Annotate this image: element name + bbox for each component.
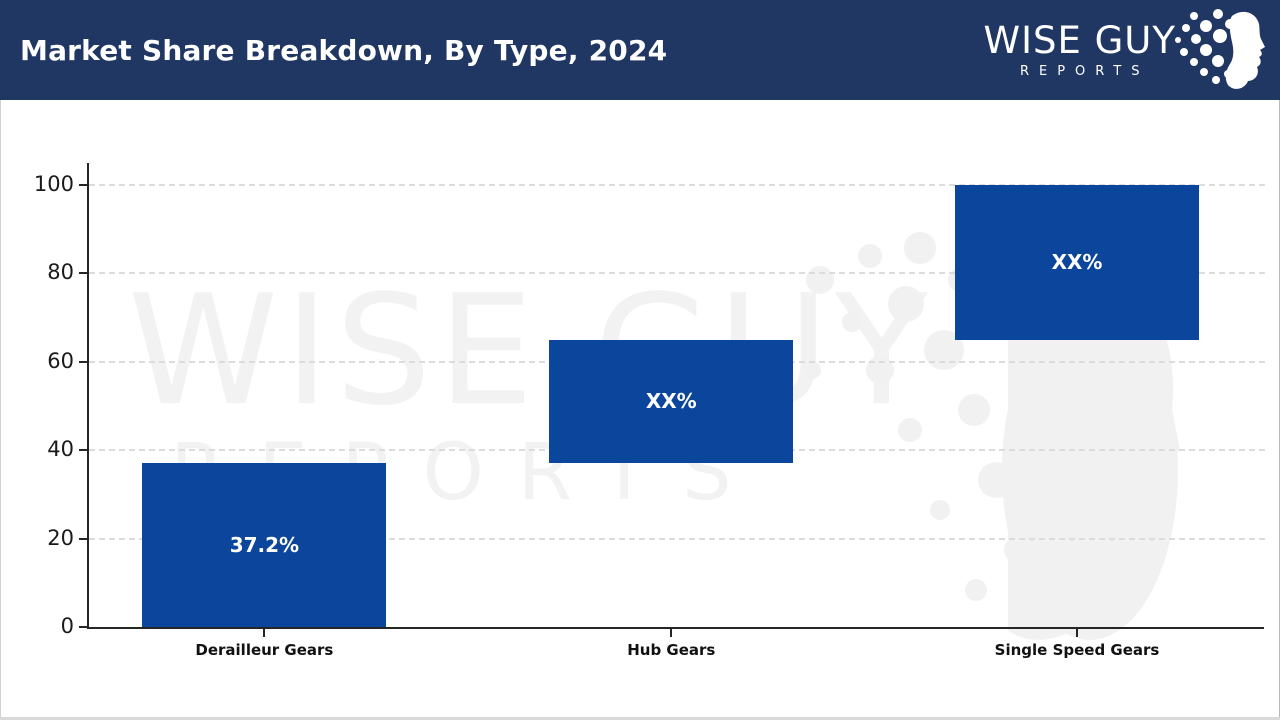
y-axis-tick-100 bbox=[79, 184, 87, 187]
bar-value-label-single-speed-gears: XX% bbox=[1051, 250, 1103, 275]
y-axis-line bbox=[87, 163, 89, 629]
logo-title: WISE GUY bbox=[983, 19, 1176, 62]
gridline-y-20 bbox=[89, 537, 1265, 540]
bar-single-speed-gears: XX% bbox=[955, 185, 1200, 340]
header-band: Market Share Breakdown, By Type, 2024 WI… bbox=[0, 0, 1280, 100]
bar-hub-gears: XX% bbox=[549, 339, 794, 463]
watermark-face-dots bbox=[803, 232, 1180, 640]
y-axis-tick-0 bbox=[79, 626, 87, 628]
wise-guy-reports-logo: WISE GUY REPORTS bbox=[984, 6, 1266, 94]
image-border-bottom bbox=[0, 717, 1280, 720]
gridline-y-100 bbox=[89, 184, 1265, 187]
x-axis-tick-hub-gears bbox=[670, 629, 673, 637]
y-axis-tick-label-0: 0 bbox=[60, 614, 74, 638]
x-axis-tick-derailleur-gears bbox=[263, 629, 266, 637]
logo-face-dots-icon bbox=[1175, 9, 1265, 89]
bar-value-label-derailleur-gears: 37.2% bbox=[229, 532, 300, 557]
y-axis-tick-40 bbox=[79, 449, 87, 452]
x-axis-category-label-derailleur-gears: Derailleur Gears bbox=[195, 641, 334, 659]
watermark-text-line1: WISE GUY bbox=[128, 262, 934, 439]
y-axis-tick-label-40: 40 bbox=[47, 437, 74, 462]
y-axis-tick-label-20: 20 bbox=[47, 525, 74, 550]
image-border-left bbox=[0, 100, 1, 720]
page-title: Market Share Breakdown, By Type, 2024 bbox=[20, 33, 668, 67]
bar-value-label-hub-gears: XX% bbox=[645, 389, 697, 414]
x-axis-category-label-single-speed-gears: Single Speed Gears bbox=[994, 641, 1160, 659]
y-axis-tick-label-80: 80 bbox=[47, 260, 74, 285]
logo-wordmark: WISE GUY REPORTS bbox=[984, 22, 1176, 78]
gridline-y-80 bbox=[89, 272, 1265, 275]
y-axis-tick-label-60: 60 bbox=[47, 348, 74, 373]
y-axis-tick-label-100: 100 bbox=[33, 172, 74, 197]
x-axis-tick-single-speed-gears bbox=[1076, 629, 1079, 637]
y-axis-tick-60 bbox=[79, 360, 87, 363]
y-axis-tick-80 bbox=[79, 272, 87, 275]
x-axis-category-label-hub-gears: Hub Gears bbox=[627, 641, 716, 659]
logo-subtitle: REPORTS bbox=[1019, 64, 1150, 79]
x-axis-line bbox=[87, 627, 1264, 629]
bar-derailleur-gears: 37.2% bbox=[142, 462, 387, 627]
y-axis-tick-20 bbox=[79, 537, 87, 540]
